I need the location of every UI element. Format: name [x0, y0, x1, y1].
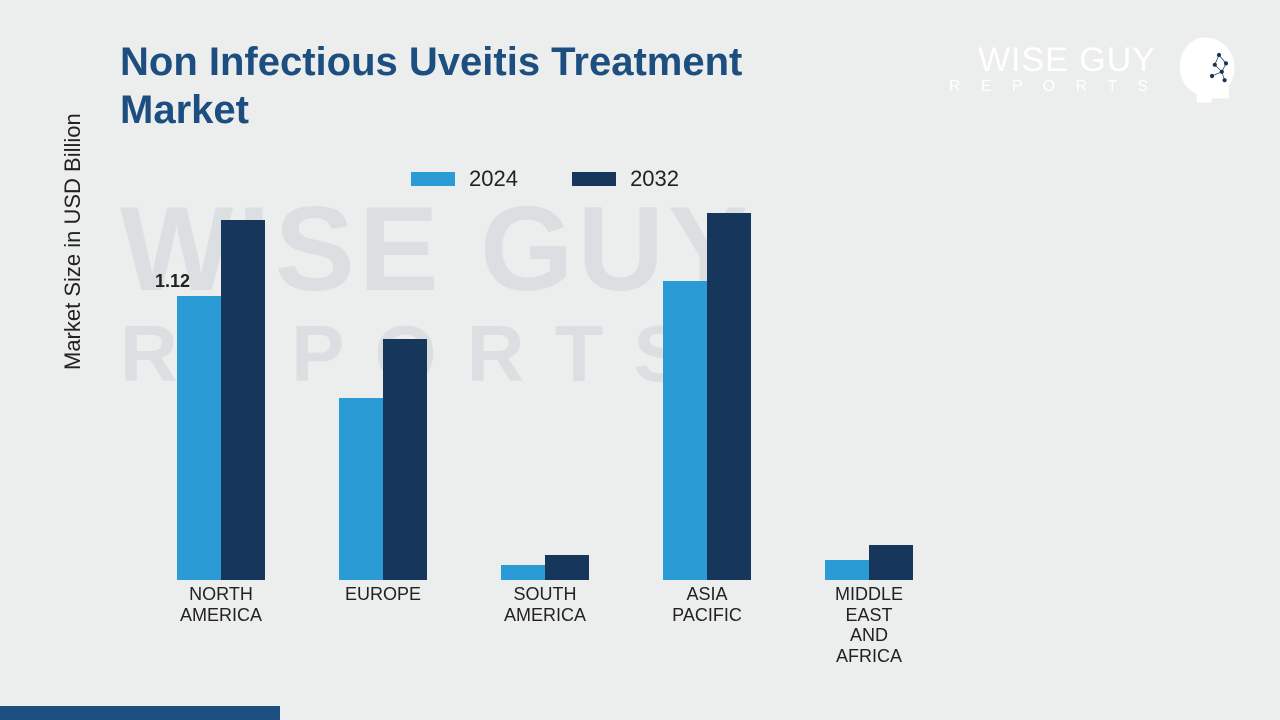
head-icon: [1170, 34, 1240, 104]
bars-container: 1.12: [140, 200, 950, 580]
bar-group: [323, 339, 443, 580]
x-label: ASIAPACIFIC: [647, 584, 767, 667]
plot-area: 2024 2032 1.12 NORTHAMERICAEUROPESOUTHAM…: [140, 170, 950, 580]
x-label: EUROPE: [323, 584, 443, 667]
bar: [545, 555, 589, 580]
bar: [383, 339, 427, 580]
bar: [221, 220, 265, 580]
y-axis-label: Market Size in USD Billion: [60, 113, 86, 370]
bottom-accent-bar: [0, 706, 280, 720]
legend-swatch-1: [572, 172, 616, 186]
legend-swatch-0: [411, 172, 455, 186]
logo-brand: WISE GUY: [949, 43, 1156, 77]
page-title: Non Infectious Uveitis Treatment Market: [120, 38, 760, 134]
value-label: 1.12: [155, 271, 190, 292]
bar: [707, 213, 751, 580]
bar-group: [809, 545, 929, 580]
bar: [825, 560, 869, 580]
legend-item-0: 2024: [411, 166, 518, 192]
bar: [501, 565, 545, 580]
logo-text: WISE GUY R E P O R T S: [949, 43, 1156, 95]
x-axis: NORTHAMERICA EUROPE SOUTHAMERICA ASIAPACIFI…: [140, 584, 950, 667]
logo: WISE GUY R E P O R T S: [949, 34, 1240, 104]
x-label: MIDDLEEASTANDAFRICA: [809, 584, 929, 667]
legend: 2024 2032: [140, 166, 950, 192]
x-label: NORTHAMERICA: [161, 584, 281, 667]
legend-label-1: 2032: [630, 166, 679, 192]
legend-item-1: 2032: [572, 166, 679, 192]
bar: [869, 545, 913, 580]
chart: Market Size in USD Billion 2024 2032 1.1…: [70, 170, 950, 670]
legend-label-0: 2024: [469, 166, 518, 192]
bar-group: 1.12: [161, 220, 281, 580]
bar-group: [647, 213, 767, 580]
bar: [339, 398, 383, 580]
bar: [177, 296, 221, 580]
page: WISE GUY R E P O R T S Non Infectious Uv…: [0, 0, 1280, 720]
bar: [663, 281, 707, 580]
logo-sub: R E P O R T S: [949, 79, 1156, 95]
bar-group: [485, 555, 605, 580]
x-label: SOUTHAMERICA: [485, 584, 605, 667]
